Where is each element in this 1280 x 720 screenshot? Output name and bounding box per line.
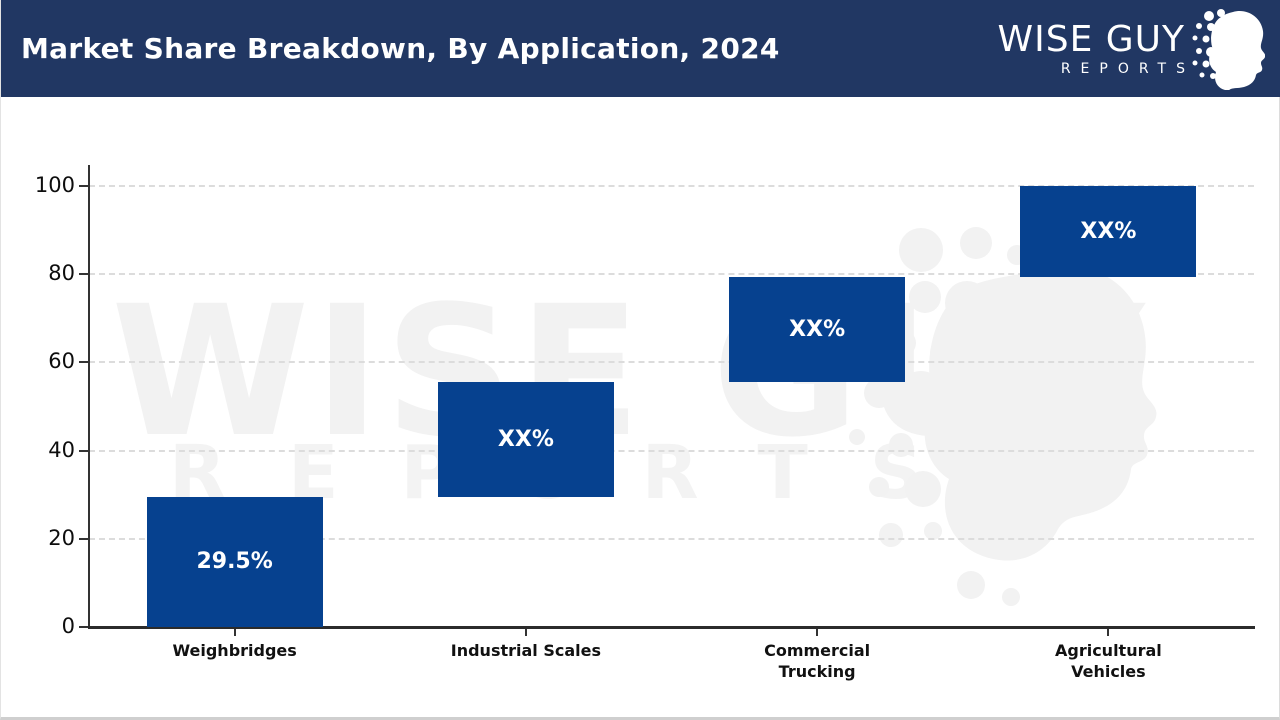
bar-value-label: 29.5% (196, 549, 273, 575)
page-title: Market Share Breakdown, By Application, … (21, 32, 780, 65)
app-header: Market Share Breakdown, By Application, … (1, 0, 1280, 97)
y-tick-mark-40 (79, 449, 89, 452)
brand-head-icon (1192, 8, 1265, 90)
gridline-40 (89, 449, 1254, 452)
y-tick-mark-100 (79, 185, 89, 187)
bar-agricultural-vehicles: XX% (1020, 186, 1197, 278)
bar-value-label: XX% (789, 317, 846, 343)
category-label-0: Weighbridges (172, 641, 297, 660)
bar-value-label: XX% (497, 427, 554, 453)
gridline-80 (89, 273, 1254, 276)
bar-commercial-trucking: XX% (729, 277, 906, 383)
bar-industrial-scales: XX% (437, 382, 614, 497)
bar-value-label: XX% (1080, 219, 1137, 245)
category-label-3: Agricultural Vehicles (1054, 641, 1162, 681)
x-axis (88, 626, 1255, 629)
y-tick-label-20: 20 (48, 525, 75, 550)
x-tick-mark-2 (816, 629, 819, 636)
y-tick-mark-60 (79, 361, 89, 364)
gridline-20 (89, 537, 1254, 540)
category-label-1: Industrial Scales (450, 641, 601, 660)
brand-subname: REPORTS (1060, 60, 1195, 77)
x-tick-mark-3 (1107, 629, 1110, 636)
bar-weighbridges: 29.5% (146, 496, 323, 627)
y-axis (88, 165, 90, 629)
gridline-60 (89, 361, 1254, 364)
brand-name: WISE GUY (997, 18, 1185, 60)
y-tick-label-80: 80 (48, 261, 75, 286)
x-tick-mark-0 (233, 629, 236, 636)
y-tick-mark-80 (79, 273, 89, 276)
y-tick-mark-0 (79, 626, 89, 628)
y-tick-label-0: 0 (61, 614, 75, 638)
brand-logo-text: WISE GUY REPORTS (997, 18, 1186, 76)
y-tick-mark-20 (79, 537, 89, 540)
x-tick-mark-1 (524, 629, 527, 636)
y-tick-label-60: 60 (48, 349, 75, 374)
brand-logo: WISE GUY REPORTS (997, 8, 1265, 90)
gridline-100 (89, 185, 1254, 187)
y-tick-label-40: 40 (48, 437, 75, 462)
y-tick-label-100: 100 (34, 173, 75, 197)
category-label-2: Commercial Trucking (764, 641, 871, 681)
